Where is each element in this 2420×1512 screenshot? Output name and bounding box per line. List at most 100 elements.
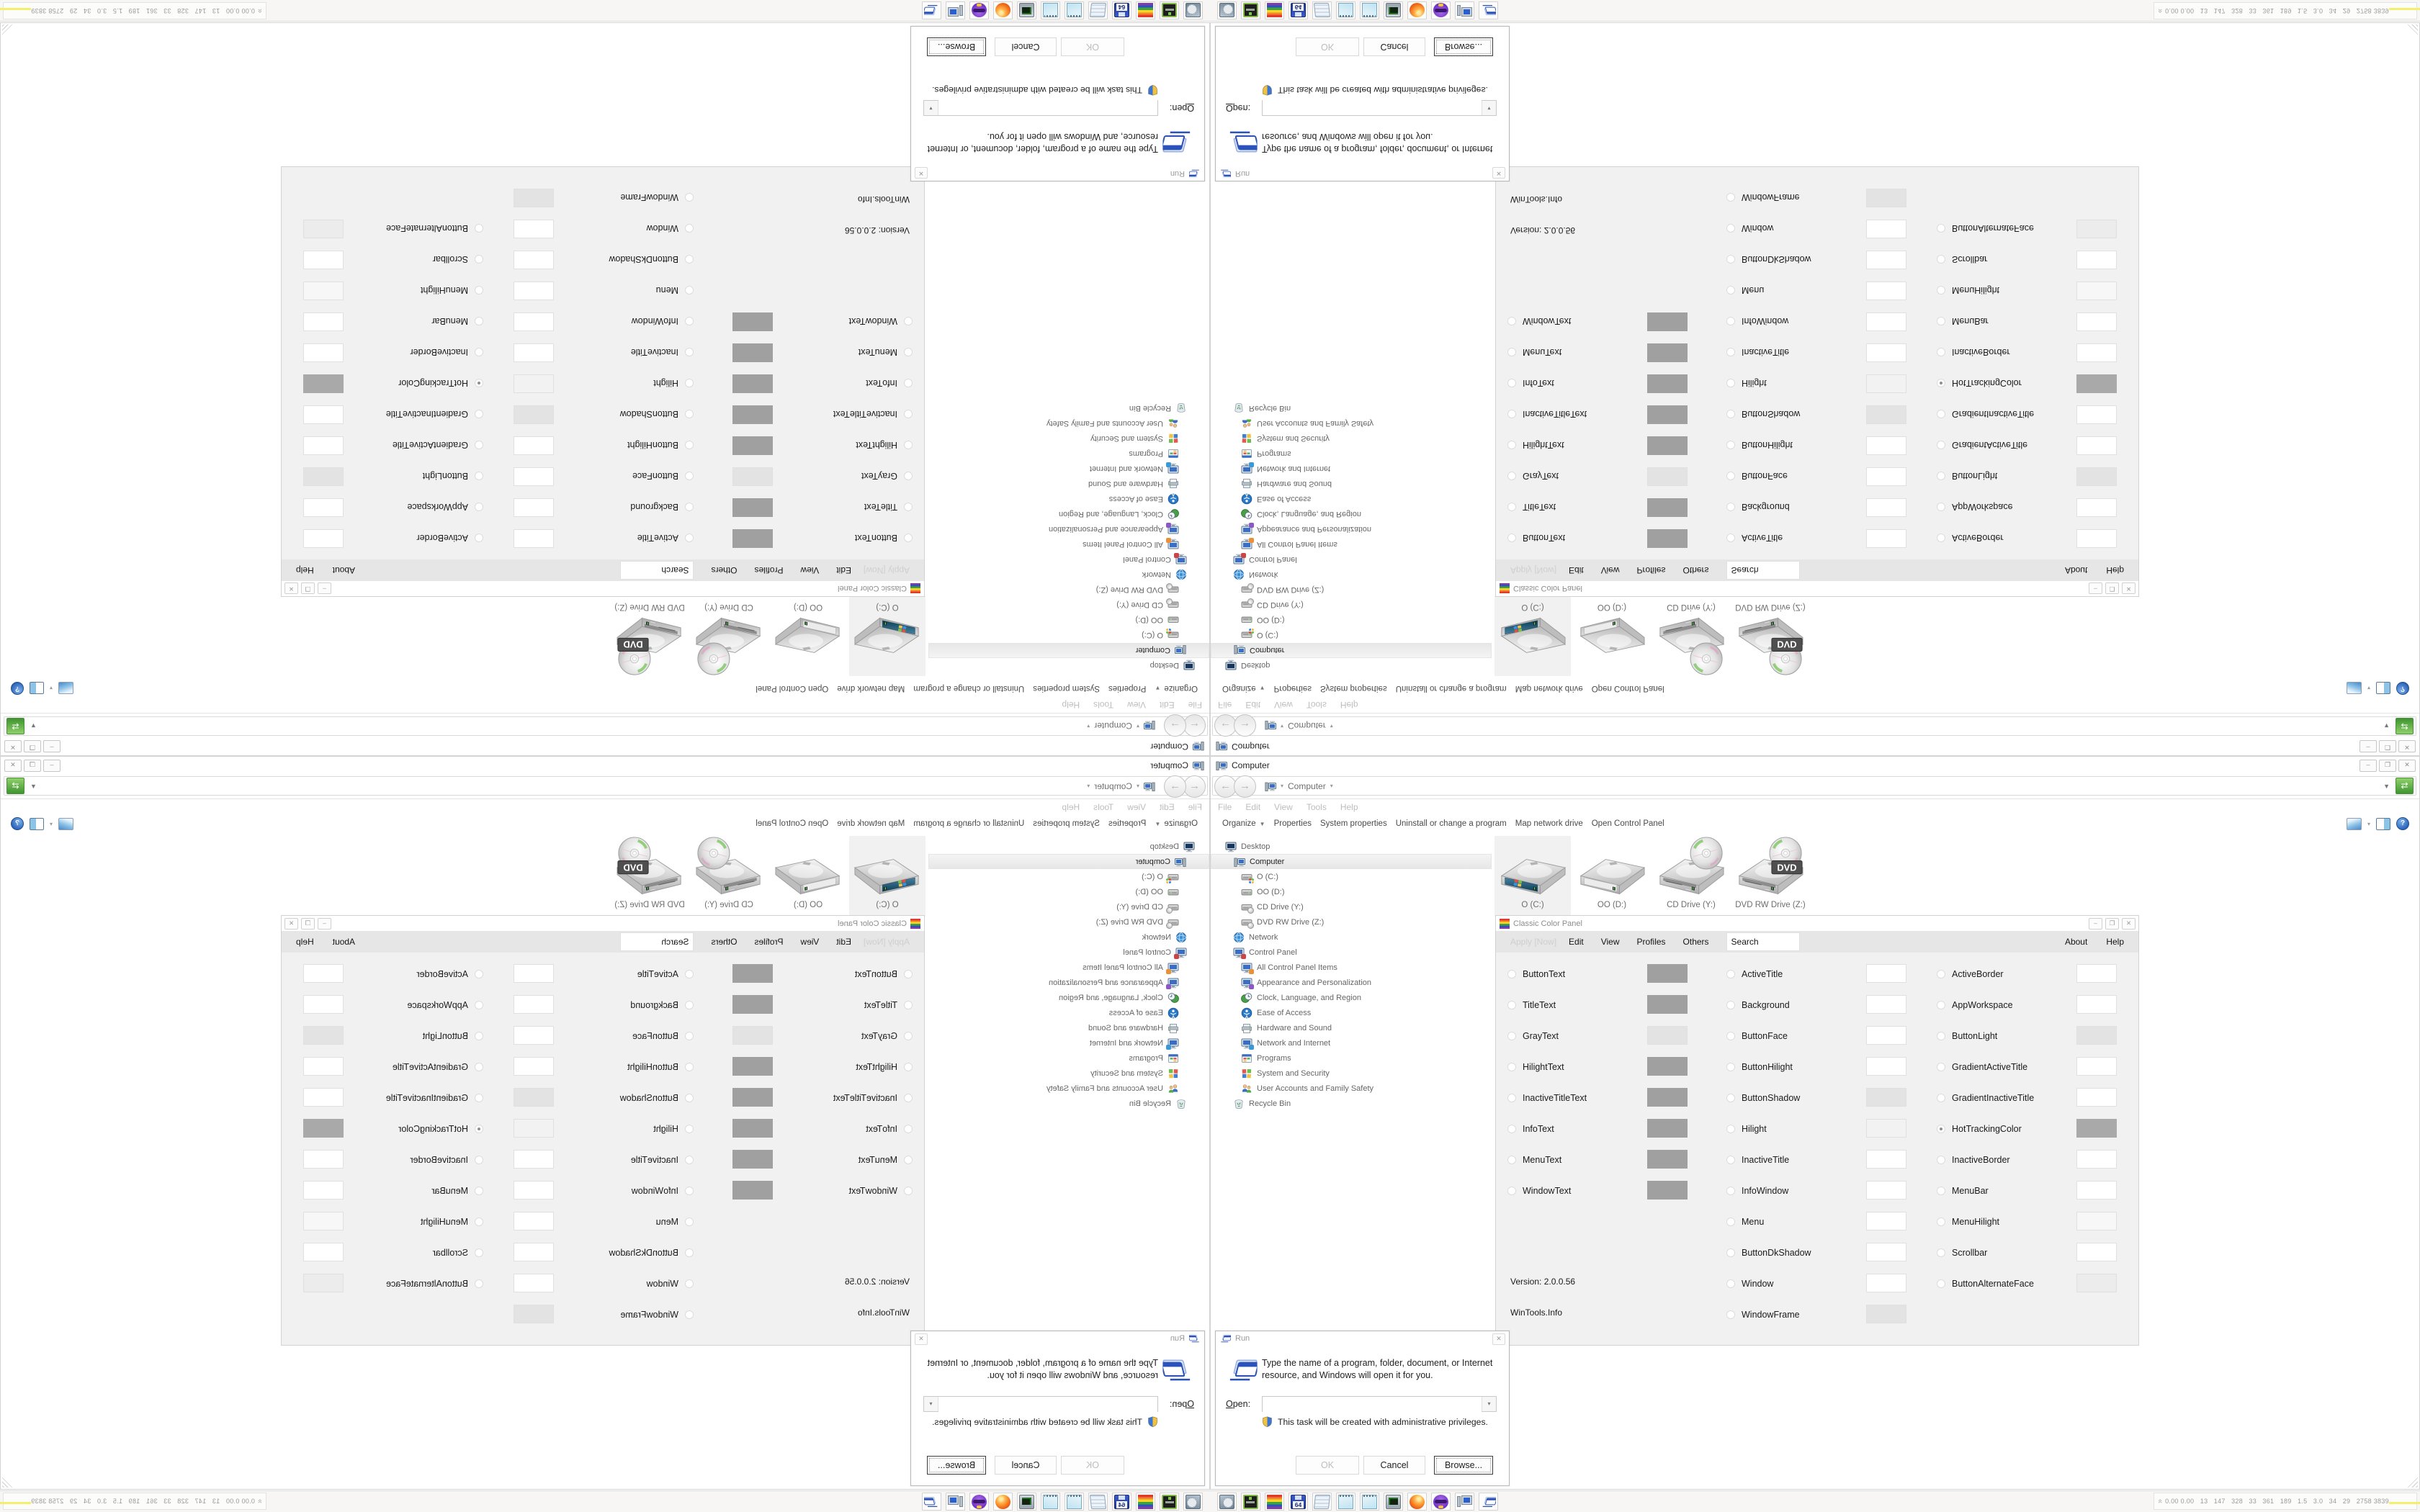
radio-graytext[interactable] — [1507, 1031, 1516, 1040]
color-swatch-inactiveborder[interactable] — [2076, 1150, 2117, 1169]
color-swatch-appworkspace[interactable] — [2076, 995, 2117, 1014]
command-open-control-panel[interactable]: Open Control Panel — [1591, 819, 1664, 828]
tree-item-programs[interactable]: Programs — [928, 446, 1209, 462]
chevron-down-icon[interactable]: ▾ — [1281, 783, 1284, 789]
menu-view[interactable]: View — [1127, 802, 1146, 812]
radio-infotext[interactable] — [904, 379, 913, 388]
tree-item-network-and-internet[interactable]: Network and Internet — [1211, 1035, 1492, 1050]
menu-view[interactable]: View — [1274, 802, 1293, 812]
taskbar-firefox-icon[interactable] — [1407, 1, 1427, 19]
explorer-titlebar[interactable]: Computer – ❐ ✕ — [1211, 757, 2419, 774]
breadcrumb[interactable]: Computer — [1288, 780, 1326, 791]
color-swatch-activetitle[interactable] — [514, 964, 554, 983]
color-swatch-menuhilight[interactable] — [2076, 1212, 2117, 1230]
color-swatch-infotext[interactable] — [1647, 1119, 1688, 1138]
drive-cd-drive-y[interactable]: CD Drive (Y:) — [1653, 595, 1729, 676]
minimize-button[interactable]: – — [43, 740, 60, 752]
color-swatch-background[interactable] — [514, 995, 554, 1014]
menu-edit[interactable]: Edit — [1159, 802, 1175, 812]
radio-buttonhilight[interactable] — [1726, 1062, 1735, 1071]
color-swatch-hottrackingcolor[interactable] — [2076, 374, 2117, 393]
radio-windowframe[interactable] — [685, 193, 694, 202]
menu-others[interactable]: Others — [1682, 565, 1709, 575]
open-input[interactable] — [1263, 99, 1482, 115]
radio-appworkspace[interactable] — [475, 503, 483, 512]
chevron-down-icon[interactable]: ▾ — [1482, 1397, 1496, 1411]
search-input[interactable] — [620, 932, 694, 951]
radio-menuhilight[interactable] — [1937, 1217, 1945, 1226]
radio-inactivetitletext[interactable] — [904, 410, 913, 419]
color-swatch-titletext[interactable] — [1647, 995, 1688, 1014]
color-swatch-gradientinactivetitle[interactable] — [2076, 405, 2117, 424]
color-swatch-inactivetitletext[interactable] — [732, 1088, 773, 1107]
radio-scrollbar[interactable] — [1937, 1248, 1945, 1257]
ok-button[interactable]: OK — [1061, 37, 1124, 56]
radio-buttonface[interactable] — [1726, 472, 1735, 481]
chevron-down-icon[interactable]: ▾ — [50, 820, 53, 827]
radio-inactivetitletext[interactable] — [904, 1093, 913, 1102]
tree-item-network[interactable]: Network — [928, 930, 1209, 945]
explorer-titlebar[interactable]: Computer – ❐ ✕ — [1211, 738, 2419, 755]
radio-buttontext[interactable] — [904, 534, 913, 543]
forward-button[interactable]: → — [1164, 775, 1186, 798]
color-swatch-buttontext[interactable] — [732, 529, 773, 548]
taskbar-scroll-icon[interactable] — [1088, 1, 1108, 19]
refresh-button[interactable]: ⇄ — [2396, 718, 2414, 734]
tree-item-control-panel[interactable]: Control Panel — [928, 552, 1209, 567]
color-swatch-buttonshadow[interactable] — [1866, 405, 1906, 424]
cancel-button[interactable]: Cancel — [995, 1456, 1057, 1475]
color-swatch-windowframe[interactable] — [514, 189, 554, 207]
drive-o-c[interactable]: O (C:) — [849, 595, 926, 676]
minimize-button[interactable]: – — [43, 760, 60, 772]
radio-buttonalternateface[interactable] — [475, 224, 483, 233]
menu-edit[interactable]: Edit — [1569, 565, 1584, 575]
radio-buttondkshadow[interactable] — [685, 255, 694, 264]
tree-item-hardware-and-sound[interactable]: Hardware and Sound — [928, 477, 1209, 492]
tree-item-ease-of-access[interactable]: Ease of Access — [928, 492, 1209, 507]
tree-item-clock-language-and-region[interactable]: Clock, Language, and Region — [928, 507, 1209, 522]
radio-inactivetitle[interactable] — [1726, 1155, 1735, 1164]
help-icon[interactable]: ? — [2396, 817, 2409, 830]
color-swatch-scrollbar[interactable] — [2076, 1243, 2117, 1261]
tree-item-desktop[interactable]: Desktop — [928, 658, 1209, 673]
radio-inactiveborder[interactable] — [1937, 348, 1945, 357]
close-button[interactable]: ✕ — [284, 918, 298, 930]
menu-others[interactable]: Others — [711, 565, 738, 575]
radio-buttonhilight[interactable] — [1726, 441, 1735, 450]
ccp-titlebar[interactable]: Classic Color Panel – ❐ ✕ — [1496, 581, 2138, 596]
tree-item-dvd-rw-drive-z[interactable]: DVD RW Drive (Z:) — [1211, 582, 1492, 598]
color-swatch-infotext[interactable] — [732, 1119, 773, 1138]
browse-button[interactable]: Browse... — [1434, 1456, 1493, 1475]
menu-help[interactable]: Help — [2106, 565, 2124, 575]
color-swatch-activetitle[interactable] — [1866, 964, 1906, 983]
radio-buttonface[interactable] — [685, 472, 694, 481]
taskbar-scroll-icon[interactable] — [1088, 1493, 1108, 1511]
taskbar-run-icon[interactable] — [922, 1493, 941, 1511]
tree-item-system-and-security[interactable]: System and Security — [928, 1066, 1209, 1081]
menu-view[interactable]: View — [1127, 700, 1146, 710]
refresh-button[interactable]: ⇄ — [2396, 778, 2414, 794]
drive-oo-d[interactable]: OO (D:) — [770, 595, 846, 676]
taskbar-firefox-icon[interactable] — [993, 1493, 1013, 1511]
color-swatch-inactiveborder[interactable] — [2076, 343, 2117, 362]
radio-infowindow[interactable] — [685, 1186, 694, 1195]
radio-buttonface[interactable] — [1726, 1031, 1735, 1040]
taskbar-color-panel-icon[interactable] — [1265, 1493, 1284, 1511]
color-swatch-hilighttext[interactable] — [1647, 1057, 1688, 1076]
radio-inactivetitle[interactable] — [685, 348, 694, 357]
radio-activeborder[interactable] — [1937, 534, 1945, 543]
tree-item-recycle-bin[interactable]: Recycle Bin — [1211, 401, 1492, 416]
search-input[interactable] — [620, 561, 694, 580]
command-properties[interactable]: Properties — [1108, 819, 1147, 828]
radio-hottrackingcolor[interactable] — [475, 1124, 483, 1133]
radio-buttontext[interactable] — [1507, 969, 1516, 978]
color-swatch-buttonalternateface[interactable] — [303, 1274, 344, 1292]
color-swatch-hottrackingcolor[interactable] — [2076, 1119, 2117, 1138]
minimize-button[interactable]: – — [2360, 740, 2377, 752]
preview-pane-icon[interactable] — [30, 817, 44, 830]
tree-item-dvd-rw-drive-z[interactable]: DVD RW Drive (Z:) — [928, 582, 1209, 598]
taskbar-dark-drive-icon[interactable] — [1241, 1493, 1260, 1511]
color-swatch-windowframe[interactable] — [1866, 189, 1906, 207]
tree-item-oo-d[interactable]: OO (D:) — [1211, 884, 1492, 899]
radio-activetitle[interactable] — [685, 969, 694, 978]
